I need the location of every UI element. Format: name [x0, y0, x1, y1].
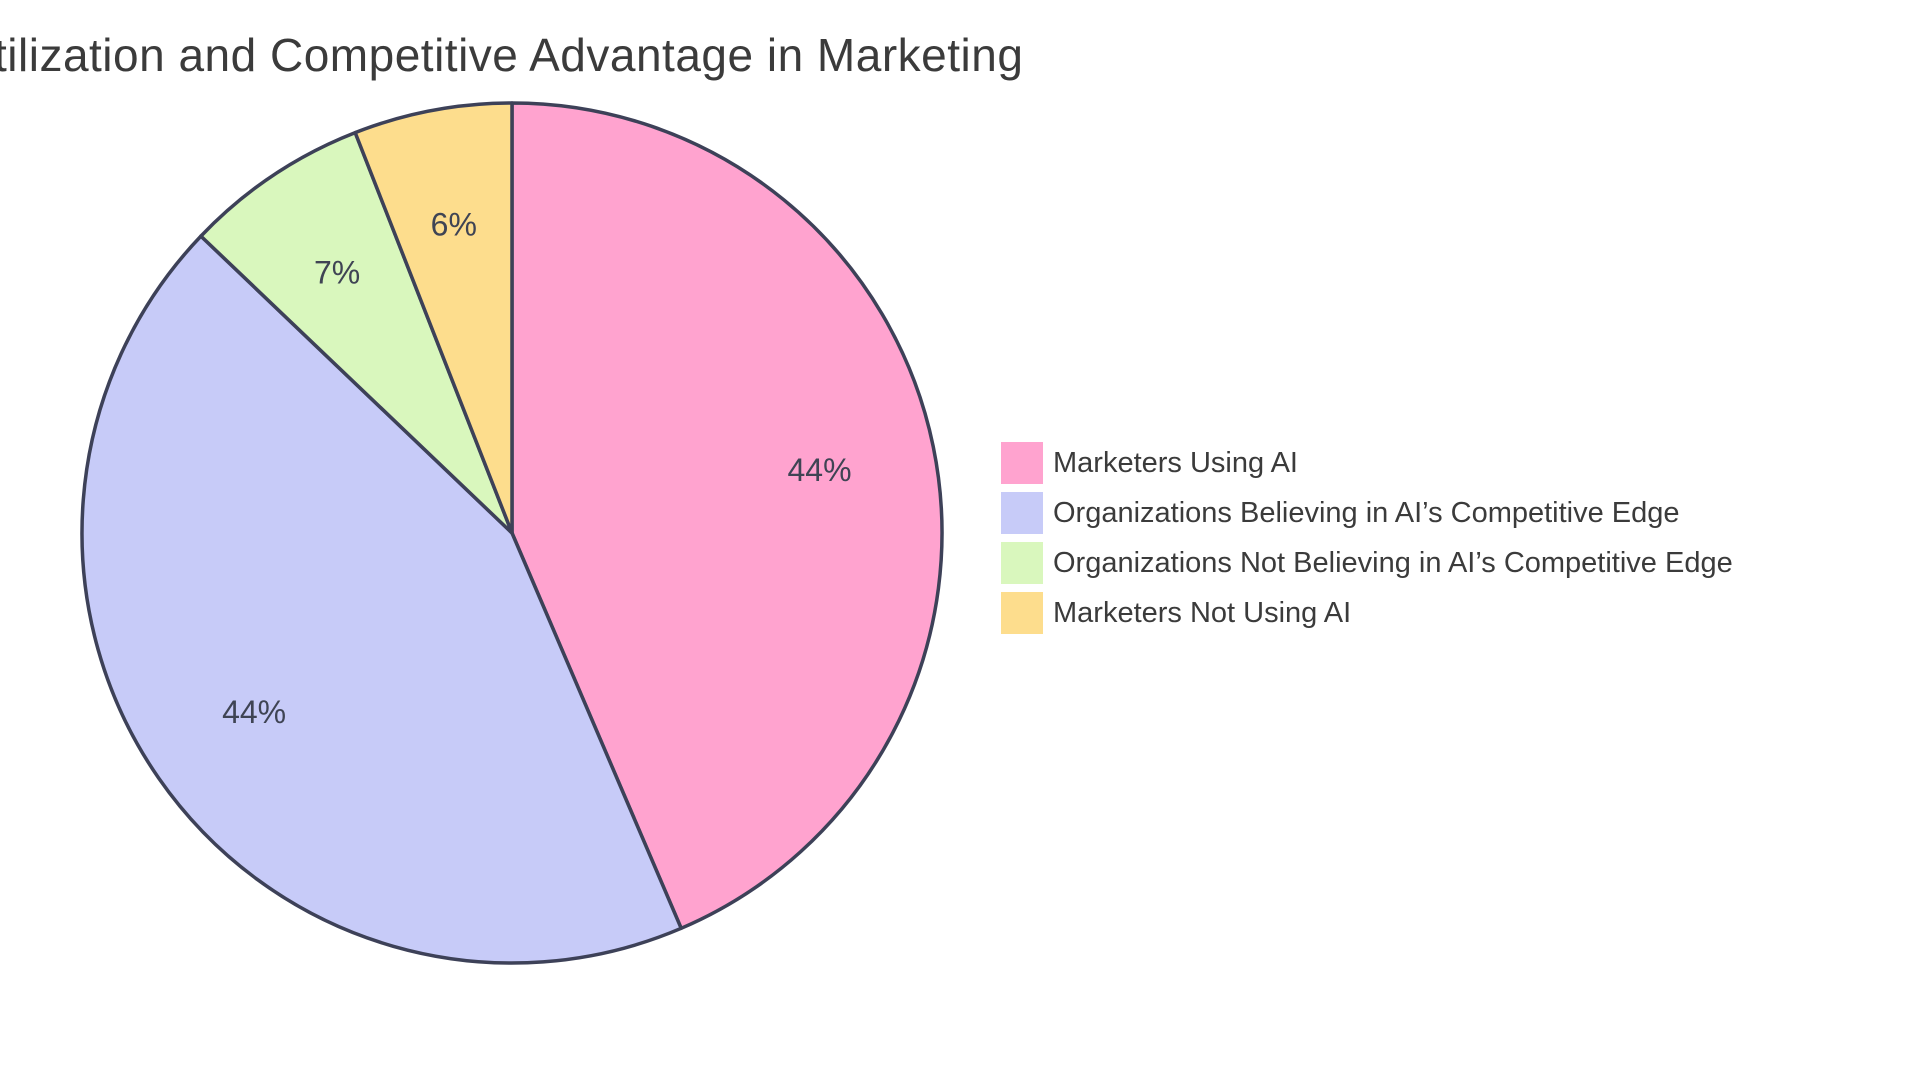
legend-swatch-icon-3: [1001, 592, 1043, 634]
pie-slice-percent-label-3: 6%: [431, 207, 477, 243]
pie-slice-percent-label-2: 7%: [314, 254, 360, 290]
legend-item-3[interactable]: Marketers Not Using AI: [1001, 588, 1733, 638]
chart-title: tilization and Competitive Advantage in …: [0, 29, 1024, 81]
legend-label-3: Marketers Not Using AI: [1053, 596, 1352, 629]
legend-swatch-icon-2: [1001, 542, 1043, 584]
legend-label-0: Marketers Using AI: [1053, 446, 1298, 479]
legend-label-2: Organizations Not Believing in AI’s Comp…: [1053, 546, 1733, 579]
pie-slice-2[interactable]: [199, 130, 514, 535]
legend-label-1: Organizations Believing in AI’s Competit…: [1053, 496, 1680, 529]
legend-swatch-icon-0: [1001, 442, 1043, 484]
pie-slice-percent-label-0: 44%: [787, 452, 851, 488]
legend-item-0[interactable]: Marketers Using AI: [1001, 438, 1733, 488]
pie-slice-1[interactable]: [80, 234, 683, 965]
legend-item-2[interactable]: Organizations Not Believing in AI’s Comp…: [1001, 538, 1733, 588]
legend-swatch-icon-1: [1001, 492, 1043, 534]
legend: Marketers Using AI Organizations Believin…: [1001, 438, 1733, 638]
pie-slice-percent-label-1: 44%: [222, 694, 286, 730]
pie-slice-3[interactable]: [353, 101, 514, 535]
legend-item-1[interactable]: Organizations Believing in AI’s Competit…: [1001, 488, 1733, 538]
pie-slice-0[interactable]: [510, 101, 944, 931]
